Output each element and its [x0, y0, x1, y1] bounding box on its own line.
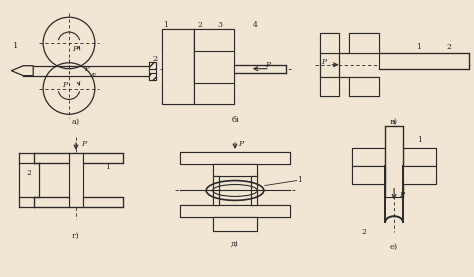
Bar: [213, 164, 257, 176]
Text: P: P: [265, 61, 270, 69]
Bar: [213, 217, 257, 231]
Bar: [319, 33, 339, 53]
Bar: [180, 205, 290, 217]
Text: 1: 1: [297, 176, 302, 184]
Bar: [319, 77, 339, 96]
Text: P: P: [238, 140, 244, 148]
Bar: [163, 83, 194, 104]
Bar: [319, 33, 339, 53]
Bar: [194, 29, 234, 104]
Bar: [349, 33, 379, 53]
Bar: [213, 176, 219, 205]
Text: в): в): [390, 118, 398, 126]
Bar: [385, 126, 403, 198]
Bar: [194, 29, 234, 51]
Bar: [148, 62, 156, 79]
Text: е): е): [390, 243, 398, 251]
Text: P: P: [84, 65, 89, 73]
Text: бі: бі: [231, 116, 239, 124]
Bar: [180, 152, 290, 164]
Bar: [352, 166, 385, 184]
Text: P: P: [82, 140, 86, 148]
Text: 2: 2: [362, 228, 367, 236]
Bar: [213, 164, 257, 176]
Text: г): г): [72, 232, 80, 240]
Bar: [352, 148, 385, 166]
Bar: [180, 205, 290, 217]
Polygon shape: [11, 66, 33, 76]
Text: гр: гр: [91, 72, 97, 77]
Bar: [213, 176, 219, 205]
Text: 2: 2: [447, 43, 451, 51]
Bar: [163, 29, 194, 104]
Bar: [34, 198, 69, 207]
Bar: [148, 73, 156, 79]
Bar: [403, 148, 436, 166]
Bar: [194, 83, 234, 104]
Bar: [83, 153, 123, 163]
Text: 4: 4: [253, 21, 257, 29]
Bar: [34, 153, 69, 163]
Text: 1: 1: [13, 42, 18, 50]
Bar: [83, 198, 123, 207]
Text: 1: 1: [163, 21, 168, 29]
Bar: [349, 77, 379, 96]
Bar: [180, 152, 290, 164]
Bar: [352, 148, 385, 166]
Text: P: P: [321, 58, 326, 66]
Text: 3: 3: [218, 21, 223, 29]
Bar: [349, 77, 379, 96]
Text: 1: 1: [417, 43, 421, 51]
Bar: [251, 176, 257, 205]
Bar: [403, 166, 436, 184]
Bar: [194, 51, 234, 83]
Text: 2: 2: [153, 55, 158, 63]
Text: а): а): [72, 118, 80, 126]
Text: 2: 2: [198, 21, 203, 29]
Bar: [319, 77, 339, 96]
Bar: [251, 176, 257, 205]
Text: P: P: [63, 81, 68, 89]
Text: 1: 1: [105, 163, 110, 171]
Bar: [403, 166, 436, 184]
Text: P: P: [400, 191, 405, 199]
Text: P: P: [73, 45, 78, 53]
Bar: [163, 29, 194, 51]
Bar: [234, 65, 286, 73]
Bar: [349, 33, 379, 53]
Text: 1: 1: [418, 136, 422, 144]
Bar: [379, 53, 469, 69]
Bar: [403, 148, 436, 166]
Bar: [213, 217, 257, 231]
Bar: [69, 153, 83, 207]
Bar: [148, 62, 156, 69]
Text: 2: 2: [27, 169, 32, 177]
Bar: [352, 166, 385, 184]
Text: ді: ді: [231, 240, 239, 248]
